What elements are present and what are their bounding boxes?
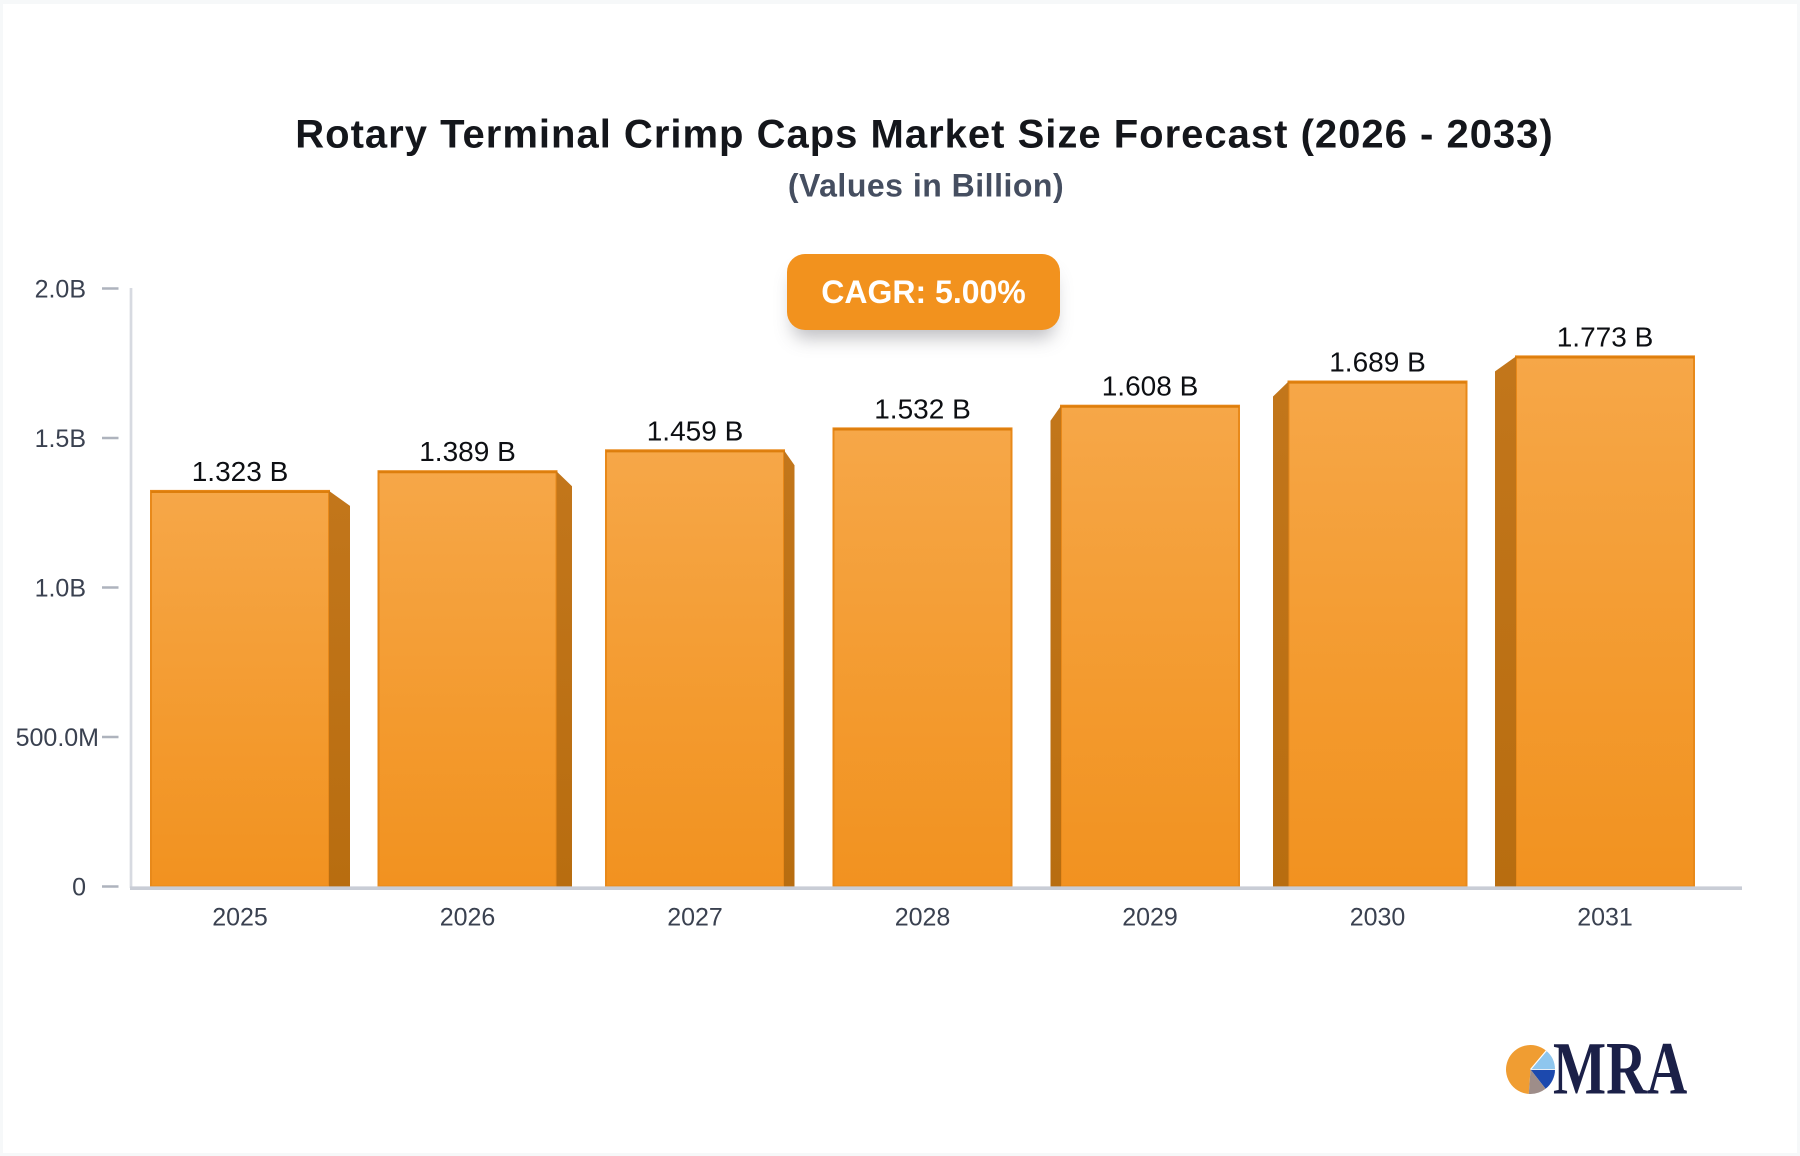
svg-text:1.5B: 1.5B xyxy=(35,425,86,453)
svg-text:2027: 2027 xyxy=(667,904,723,932)
svg-text:2031: 2031 xyxy=(1577,904,1633,932)
svg-text:2025: 2025 xyxy=(212,904,268,932)
svg-text:2026: 2026 xyxy=(440,904,496,932)
svg-text:Rotary Terminal Crimp Caps Mar: Rotary Terminal Crimp Caps Market Size F… xyxy=(295,113,1554,157)
svg-text:500.0M: 500.0M xyxy=(16,724,99,752)
svg-text:2030: 2030 xyxy=(1350,904,1406,932)
svg-text:1.0B: 1.0B xyxy=(35,575,86,603)
svg-text:MRA: MRA xyxy=(1553,1028,1687,1111)
svg-text:(Values in Billion): (Values in Billion) xyxy=(788,168,1064,204)
svg-text:1.532 B: 1.532 B xyxy=(874,393,971,424)
svg-text:1.323 B: 1.323 B xyxy=(192,456,289,487)
svg-text:1.459 B: 1.459 B xyxy=(647,415,744,446)
svg-text:1.689 B: 1.689 B xyxy=(1329,347,1426,378)
svg-text:2.0B: 2.0B xyxy=(35,276,86,304)
svg-text:2029: 2029 xyxy=(1122,904,1178,932)
svg-text:0: 0 xyxy=(72,874,86,902)
svg-text:2028: 2028 xyxy=(895,904,951,932)
svg-text:1.389 B: 1.389 B xyxy=(419,436,516,467)
svg-text:1.773 B: 1.773 B xyxy=(1557,321,1654,352)
svg-text:1.608 B: 1.608 B xyxy=(1102,371,1199,402)
